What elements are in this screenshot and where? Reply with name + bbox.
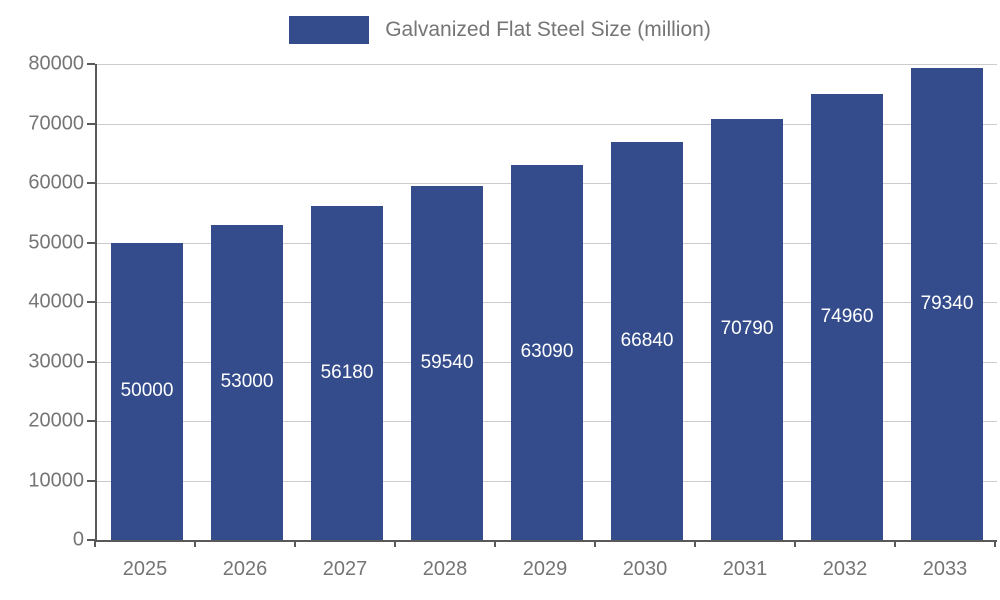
y-axis-tick-label: 40000 [28,290,84,313]
x-axis-tick-label: 2027 [322,558,368,580]
y-axis-tick-mark [87,301,95,303]
y-axis-tick-label: 30000 [28,350,84,372]
y-axis-tick-mark [87,420,95,422]
bar [211,224,283,540]
bar [811,94,883,540]
bar [311,205,383,540]
x-axis-tick-label: 2031 [722,558,768,580]
gridline [97,123,997,125]
y-axis-tick-mark [87,360,95,363]
x-axis-tick-label: 2030 [622,558,668,580]
x-axis-tick-label: 2033 [922,558,968,580]
x-axis-tick-mark [194,540,196,547]
y-axis-tick-mark [87,539,95,541]
x-axis-tick-label: 2032 [822,558,868,580]
x-axis-tick-mark [394,540,396,547]
x-axis-tick-mark [794,540,796,547]
y-axis-tick-label: 20000 [28,409,84,432]
gridline [97,64,997,65]
bar-value-label: 59540 [420,351,474,373]
x-axis-tick-label: 2028 [422,558,468,580]
bar-value-label: 53000 [220,371,274,393]
x-axis-tick-mark [594,540,596,547]
legend-label: Galvanized Flat Steel Size (million) [385,18,711,41]
bar [711,118,783,540]
bar-value-label: 56180 [320,361,374,383]
x-axis-tick-label: 2026 [222,558,268,580]
x-axis-tick-mark [294,540,296,547]
bar [511,164,583,540]
x-axis-tick-mark [694,540,696,547]
bar-value-label: 74960 [820,305,874,327]
x-axis-tick-mark [894,540,896,547]
bar-value-label: 63090 [520,341,574,363]
bar-value-label: 50000 [120,380,174,402]
x-axis-tick-mark [94,540,96,547]
y-axis-tick-label: 0 [72,528,84,551]
y-axis-tick-mark [87,63,95,65]
y-axis-tick-mark [87,479,95,482]
y-axis-tick-mark [87,241,95,244]
y-axis-tick-label: 10000 [28,469,84,491]
y-axis-tick-label: 60000 [28,171,84,194]
bar [111,242,183,540]
bar [911,67,983,540]
x-axis-tick-mark [494,540,496,547]
y-axis-tick-mark [87,182,95,184]
x-axis-tick-label: 2029 [522,558,568,580]
y-axis-tick-mark [87,122,95,125]
bar [611,142,683,540]
y-axis-tick-label: 70000 [28,112,84,134]
y-axis-tick-label: 80000 [28,52,84,75]
chart-legend: Galvanized Flat Steel Size (million) [0,16,1000,44]
legend-swatch [289,16,370,44]
bar-value-label: 70790 [720,318,774,340]
x-axis-tick-label: 2025 [122,558,168,580]
bar-value-label: 79340 [920,292,974,314]
plot-area: 50000 53000 56180 59540 63090 66840 70790 74960… [95,64,997,542]
x-axis-tick-mark [994,540,996,547]
bar [411,185,483,540]
bar-value-label: 66840 [620,330,674,352]
y-axis-tick-label: 50000 [28,231,84,253]
